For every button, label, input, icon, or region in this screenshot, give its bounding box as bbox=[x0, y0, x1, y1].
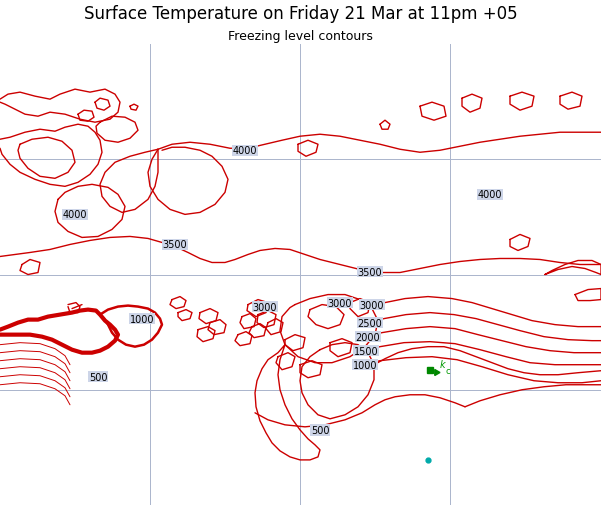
Text: 1500: 1500 bbox=[353, 346, 378, 356]
Text: 3500: 3500 bbox=[163, 240, 188, 250]
Text: 500: 500 bbox=[311, 425, 329, 435]
Text: 1000: 1000 bbox=[353, 360, 377, 370]
Text: c: c bbox=[445, 366, 450, 375]
Text: 3000: 3000 bbox=[360, 300, 384, 310]
Text: k: k bbox=[440, 359, 445, 369]
Text: 4000: 4000 bbox=[233, 146, 257, 156]
Text: 3000: 3000 bbox=[253, 302, 277, 312]
Text: 500: 500 bbox=[89, 372, 107, 382]
Text: 3500: 3500 bbox=[358, 267, 382, 277]
Text: 2500: 2500 bbox=[358, 318, 382, 328]
Text: 4000: 4000 bbox=[478, 190, 502, 200]
Text: 3000: 3000 bbox=[328, 298, 352, 308]
Text: 4000: 4000 bbox=[63, 210, 87, 220]
Text: Surface Temperature on Friday 21 Mar at 11pm +05: Surface Temperature on Friday 21 Mar at … bbox=[84, 6, 517, 23]
Text: 1000: 1000 bbox=[130, 314, 154, 324]
Text: 2000: 2000 bbox=[356, 332, 380, 342]
Text: Freezing level contours: Freezing level contours bbox=[228, 30, 373, 43]
